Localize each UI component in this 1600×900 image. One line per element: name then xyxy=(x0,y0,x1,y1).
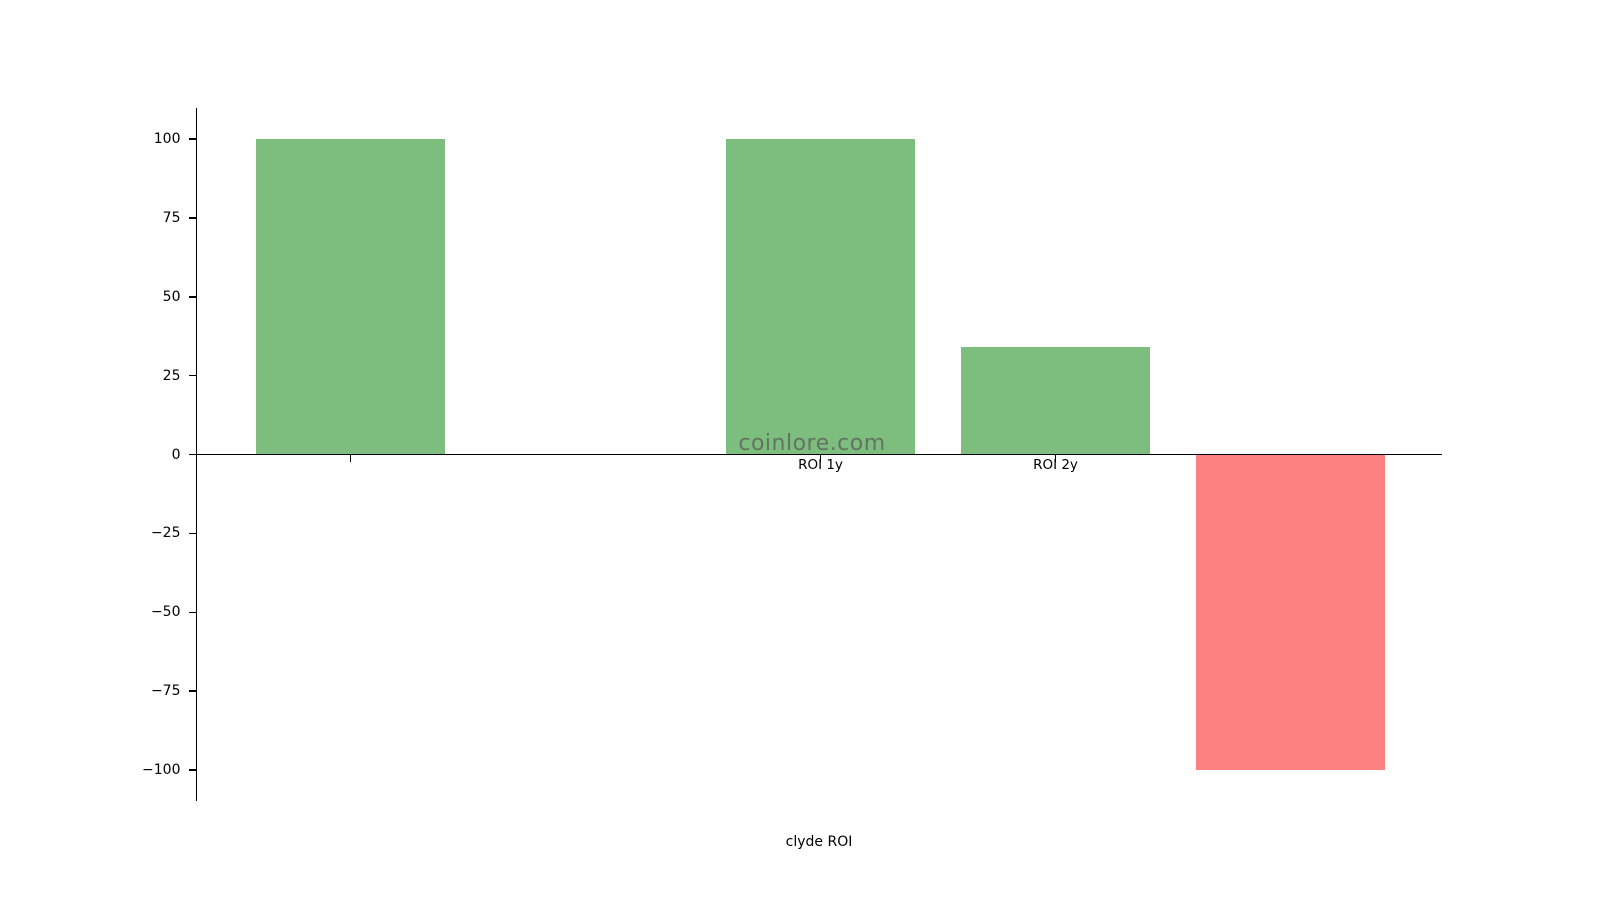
y-tick-label: −100 xyxy=(142,762,181,778)
y-tick-label: 100 xyxy=(153,131,181,147)
bar xyxy=(961,347,1150,455)
y-tick-label: 25 xyxy=(162,367,181,384)
x-tick-label: ROI 1y xyxy=(798,456,843,473)
y-tick-mark xyxy=(188,453,197,456)
bar xyxy=(256,139,445,455)
y-tick-label: −25 xyxy=(150,525,181,542)
y-tick-mark xyxy=(188,138,197,140)
x-tick-label: ROI 2y xyxy=(1033,456,1078,473)
y-tick-mark xyxy=(188,374,197,377)
y-tick-label: −50 xyxy=(150,604,181,621)
y-tick-label: −75 xyxy=(150,683,181,700)
x-tick-mark xyxy=(349,454,352,462)
bar xyxy=(726,139,915,455)
x-axis-line xyxy=(195,453,1442,456)
y-tick-mark xyxy=(188,217,197,219)
bar xyxy=(1196,454,1385,770)
y-tick-label: 75 xyxy=(162,209,181,226)
y-tick-mark xyxy=(188,769,197,771)
y-tick-label: 50 xyxy=(162,288,181,305)
y-tick-label: 0 xyxy=(171,446,181,463)
x-tick-mark xyxy=(819,454,822,462)
y-tick-mark xyxy=(188,690,197,692)
y-tick-mark xyxy=(188,296,197,298)
y-tick-mark xyxy=(188,611,197,613)
watermark: coinlore.com xyxy=(738,431,886,456)
x-axis-title: clyde ROI xyxy=(785,834,853,850)
y-tick-mark xyxy=(188,532,197,535)
x-tick-mark xyxy=(1054,454,1057,462)
